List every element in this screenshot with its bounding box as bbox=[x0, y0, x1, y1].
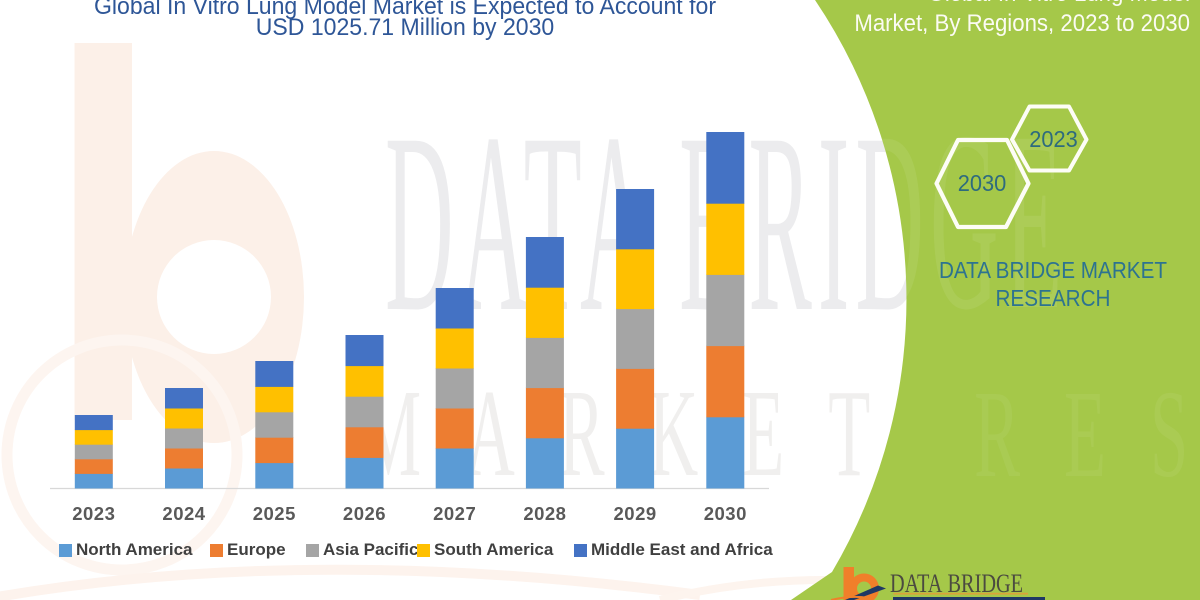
svg-text:2030: 2030 bbox=[958, 170, 1007, 196]
svg-text:MARKET RESEARCH: MARKET RESEARCH bbox=[360, 364, 1200, 503]
svg-text:DATA BRIDGE: DATA BRIDGE bbox=[385, 78, 1068, 363]
svg-text:2023: 2023 bbox=[1029, 126, 1078, 152]
